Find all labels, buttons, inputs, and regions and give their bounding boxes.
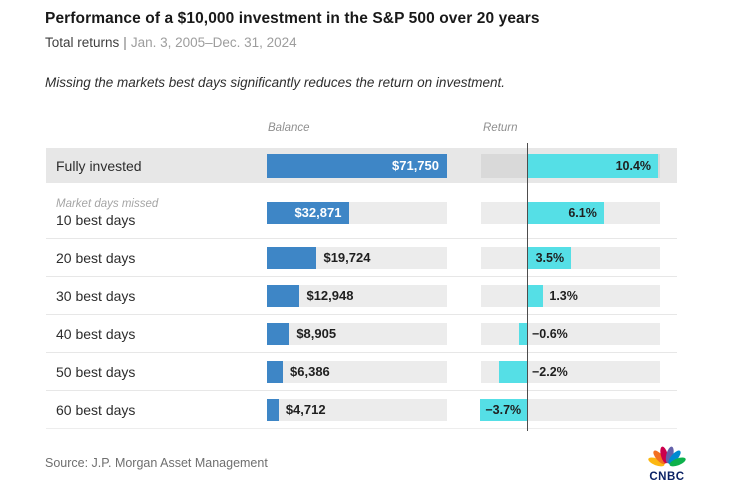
balance-track: $71,750 xyxy=(267,153,447,178)
subtitle-separator: | xyxy=(123,35,127,50)
balance-track: $32,871 xyxy=(267,201,447,224)
return-value: 3.5% xyxy=(535,250,565,265)
row-label-cell: 50 best days xyxy=(56,353,261,390)
return-track: 6.1% xyxy=(481,201,660,224)
balance-track: $6,386 xyxy=(267,360,447,383)
balance-value: $32,871 xyxy=(294,205,342,220)
table-row: 60 best days $4,712 −3.7% xyxy=(46,391,677,429)
table-row: 30 best days $12,948 1.3% xyxy=(46,277,677,315)
row-label-cell: 60 best days xyxy=(56,391,261,428)
row-sublabel: Market days missed xyxy=(56,197,159,210)
row-label: 10 best days xyxy=(56,211,136,228)
chart-annotation: Missing the markets best days significan… xyxy=(45,75,505,90)
chart-subtitle: Total returns | Jan. 3, 2005–Dec. 31, 2024 xyxy=(45,35,297,50)
balance-value: $8,905 xyxy=(296,326,337,341)
column-headers: Balance Return xyxy=(46,122,677,137)
return-bar xyxy=(499,360,527,383)
balance-value: $71,750 xyxy=(392,158,439,173)
table-row: Market days missed 10 best days $32,871 6.1… xyxy=(46,187,677,239)
balance-track: $19,724 xyxy=(267,246,447,269)
page-title: Performance of a $10,000 investment in t… xyxy=(45,10,540,27)
balance-track: $4,712 xyxy=(267,398,447,421)
return-value: 6.1% xyxy=(568,205,597,220)
balance-bar xyxy=(267,398,279,421)
return-value: −0.6% xyxy=(532,326,568,341)
table-row: 40 best days $8,905 −0.6% xyxy=(46,315,677,353)
balance-track: $12,948 xyxy=(267,284,447,307)
return-bar xyxy=(527,284,544,307)
return-value: −2.2% xyxy=(532,364,568,379)
row-label: 40 best days xyxy=(56,325,136,342)
return-track: −0.6% xyxy=(481,322,660,345)
row-label: 50 best days xyxy=(56,363,136,380)
row-label: Fully invested xyxy=(56,157,142,174)
balance-value: $19,724 xyxy=(323,250,371,265)
bar-chart: Balance Return Fully invested $71,750 10.4… xyxy=(46,122,677,431)
row-label: 20 best days xyxy=(56,249,136,266)
balance-bar xyxy=(267,246,317,269)
balance-value: $4,712 xyxy=(285,402,326,417)
column-header-balance: Balance xyxy=(268,122,310,134)
cnbc-peacock-icon xyxy=(648,446,686,467)
column-header-return: Return xyxy=(483,122,518,134)
subtitle-label: Total returns xyxy=(45,35,120,50)
return-value: 1.3% xyxy=(549,288,578,303)
return-value: 10.4% xyxy=(615,158,652,173)
balance-bar xyxy=(267,153,447,178)
cnbc-wordmark: CNBC xyxy=(649,471,685,483)
return-track: −2.2% xyxy=(481,360,660,383)
chart-rows: Fully invested $71,750 10.4% Market days mi… xyxy=(46,143,677,431)
return-bar xyxy=(519,322,527,345)
return-track: −3.7% xyxy=(480,398,660,421)
balance-value: $6,386 xyxy=(290,364,330,379)
row-label-cell: 40 best days xyxy=(56,315,261,352)
cnbc-logo: CNBC xyxy=(645,446,689,484)
row-label-cell: 30 best days xyxy=(56,277,261,314)
balance-track: $8,905 xyxy=(267,322,447,345)
row-label-cell: Market days missed 10 best days xyxy=(56,187,261,238)
return-bar xyxy=(527,201,604,224)
return-track: 10.4% xyxy=(481,153,660,178)
balance-bar xyxy=(267,360,284,383)
table-row: 50 best days $6,386 −2.2% xyxy=(46,353,677,391)
balance-bar xyxy=(267,201,350,224)
subtitle-dates: Jan. 3, 2005–Dec. 31, 2024 xyxy=(130,35,297,50)
return-bar xyxy=(527,246,572,269)
table-row: 20 best days $19,724 3.5% xyxy=(46,239,677,277)
row-label-cell: 20 best days xyxy=(56,239,261,276)
balance-value: $12,948 xyxy=(306,288,354,303)
row-label: 30 best days xyxy=(56,287,136,304)
balance-bar xyxy=(267,284,300,307)
balance-bar xyxy=(267,322,290,345)
return-track: 1.3% xyxy=(481,284,660,307)
row-label: 60 best days xyxy=(56,401,136,418)
return-bar xyxy=(527,153,659,178)
row-label-cell: Fully invested xyxy=(56,148,261,183)
return-bar xyxy=(480,398,527,421)
table-row: Fully invested $71,750 10.4% xyxy=(46,148,677,183)
return-value: −3.7% xyxy=(485,402,522,417)
zero-axis-line xyxy=(526,143,528,431)
source-credit: Source: J.P. Morgan Asset Management xyxy=(45,456,268,470)
return-track: 3.5% xyxy=(481,246,660,269)
